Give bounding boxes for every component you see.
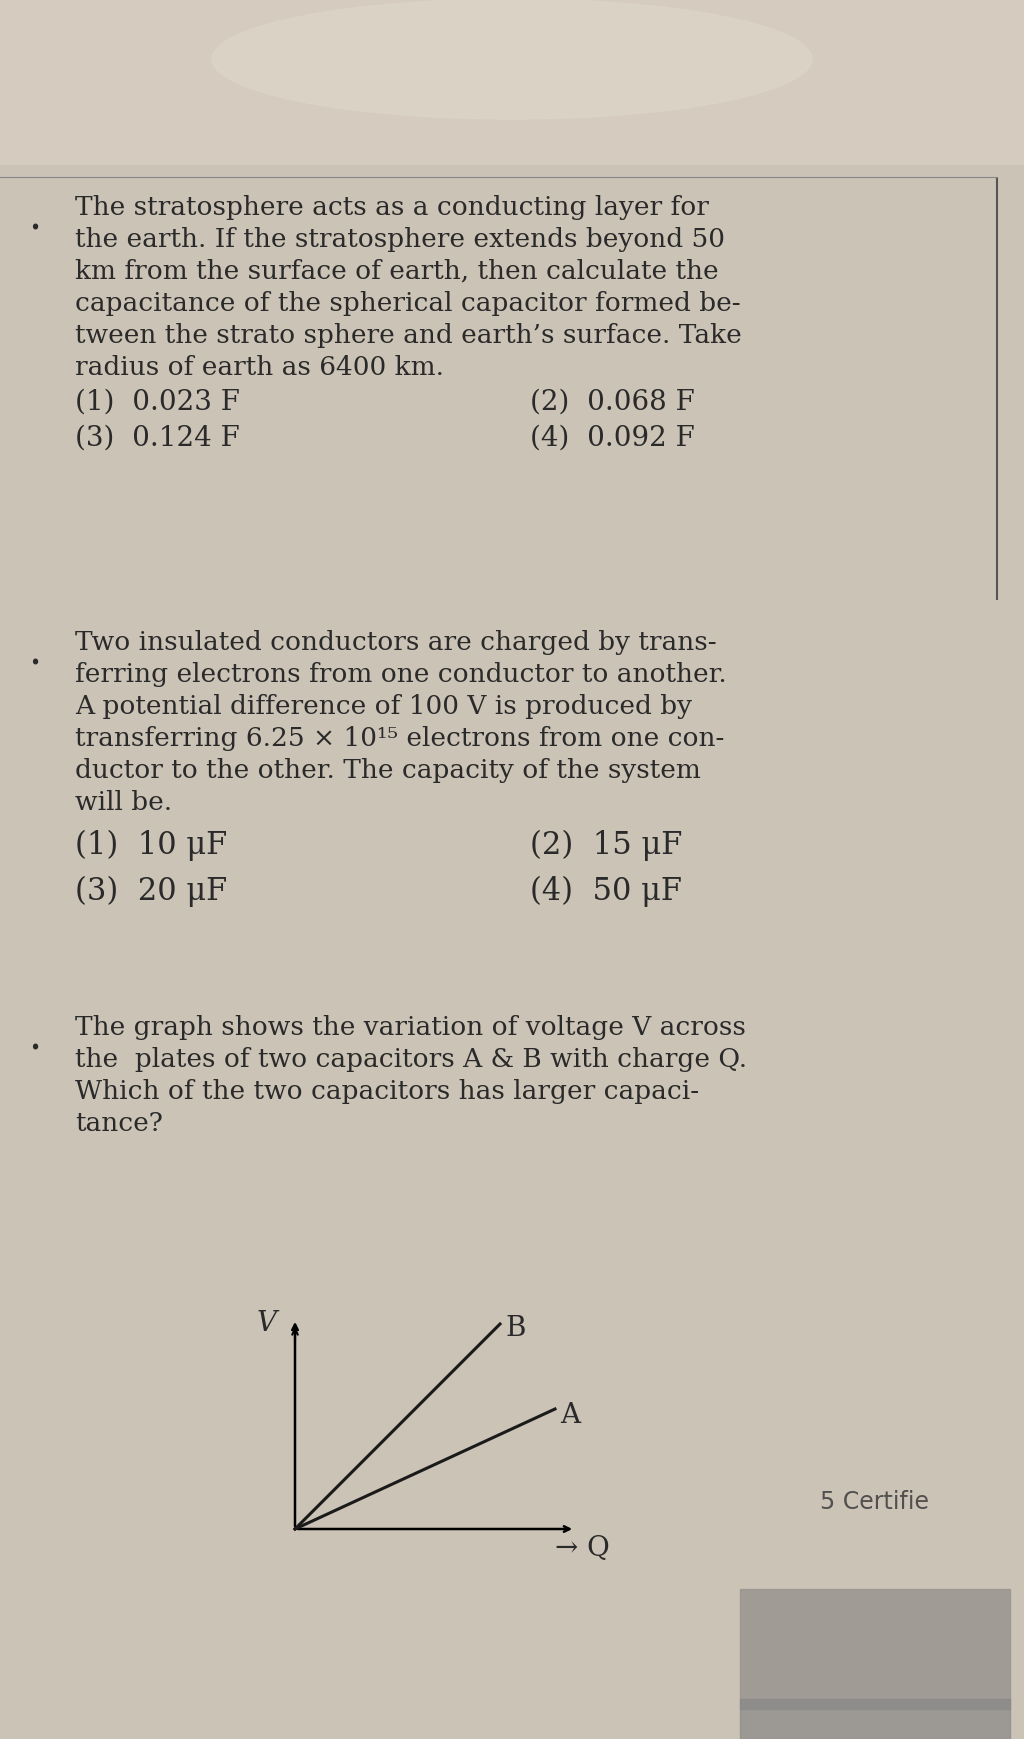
Text: .: .	[28, 197, 41, 238]
Text: tween the strato sphere and earth’s surface. Take: tween the strato sphere and earth’s surf…	[75, 323, 741, 348]
Text: V: V	[257, 1309, 278, 1336]
Text: tance?: tance?	[75, 1111, 163, 1136]
Text: → Q: → Q	[555, 1534, 609, 1562]
Text: A: A	[560, 1402, 581, 1428]
Text: (2)  0.068 F: (2) 0.068 F	[530, 390, 694, 416]
Bar	[0, 0, 1024, 165]
Text: The graph shows the variation of voltage V across: The graph shows the variation of voltage…	[75, 1014, 745, 1040]
Text: (1)  10 μF: (1) 10 μF	[75, 830, 227, 861]
Text: ductor to the other. The capacity of the system: ductor to the other. The capacity of the…	[75, 758, 700, 783]
Text: .: .	[28, 1016, 41, 1059]
Text: capacitance of the spherical capacitor formed be-: capacitance of the spherical capacitor f…	[75, 290, 740, 316]
Text: the  plates of two capacitors A & B with charge Q.: the plates of two capacitors A & B with …	[75, 1047, 748, 1071]
Text: transferring 6.25 × 10¹⁵ electrons from one con-: transferring 6.25 × 10¹⁵ electrons from …	[75, 725, 724, 751]
Text: ferring electrons from one conductor to another.: ferring electrons from one conductor to …	[75, 661, 727, 687]
Text: The stratosphere acts as a conducting layer for: The stratosphere acts as a conducting la…	[75, 195, 709, 219]
Text: will be.: will be.	[75, 790, 172, 814]
Text: (3)  0.124 F: (3) 0.124 F	[75, 424, 240, 452]
Text: radius of earth as 6400 km.: radius of earth as 6400 km.	[75, 355, 444, 379]
Text: .: .	[28, 631, 41, 673]
Text: 5 Certifie: 5 Certifie	[820, 1489, 929, 1513]
Text: (4)  0.092 F: (4) 0.092 F	[530, 424, 694, 452]
Ellipse shape	[212, 0, 812, 120]
Text: the earth. If the stratosphere extends beyond 50: the earth. If the stratosphere extends b…	[75, 226, 725, 252]
Text: Which of the two capacitors has larger capaci-: Which of the two capacitors has larger c…	[75, 1078, 699, 1103]
Text: (2)  15 μF: (2) 15 μF	[530, 830, 682, 861]
Text: B: B	[505, 1315, 525, 1341]
Text: (1)  0.023 F: (1) 0.023 F	[75, 390, 240, 416]
Bar	[740, 1589, 1010, 1709]
Text: (4)  50 μF: (4) 50 μF	[530, 875, 682, 906]
Text: Two insulated conductors are charged by trans-: Two insulated conductors are charged by …	[75, 630, 717, 654]
Bar	[740, 1699, 1010, 1739]
Text: (3)  20 μF: (3) 20 μF	[75, 875, 227, 906]
Text: A potential difference of 100 V is produced by: A potential difference of 100 V is produ…	[75, 694, 692, 718]
Text: km from the surface of earth, then calculate the: km from the surface of earth, then calcu…	[75, 259, 719, 283]
